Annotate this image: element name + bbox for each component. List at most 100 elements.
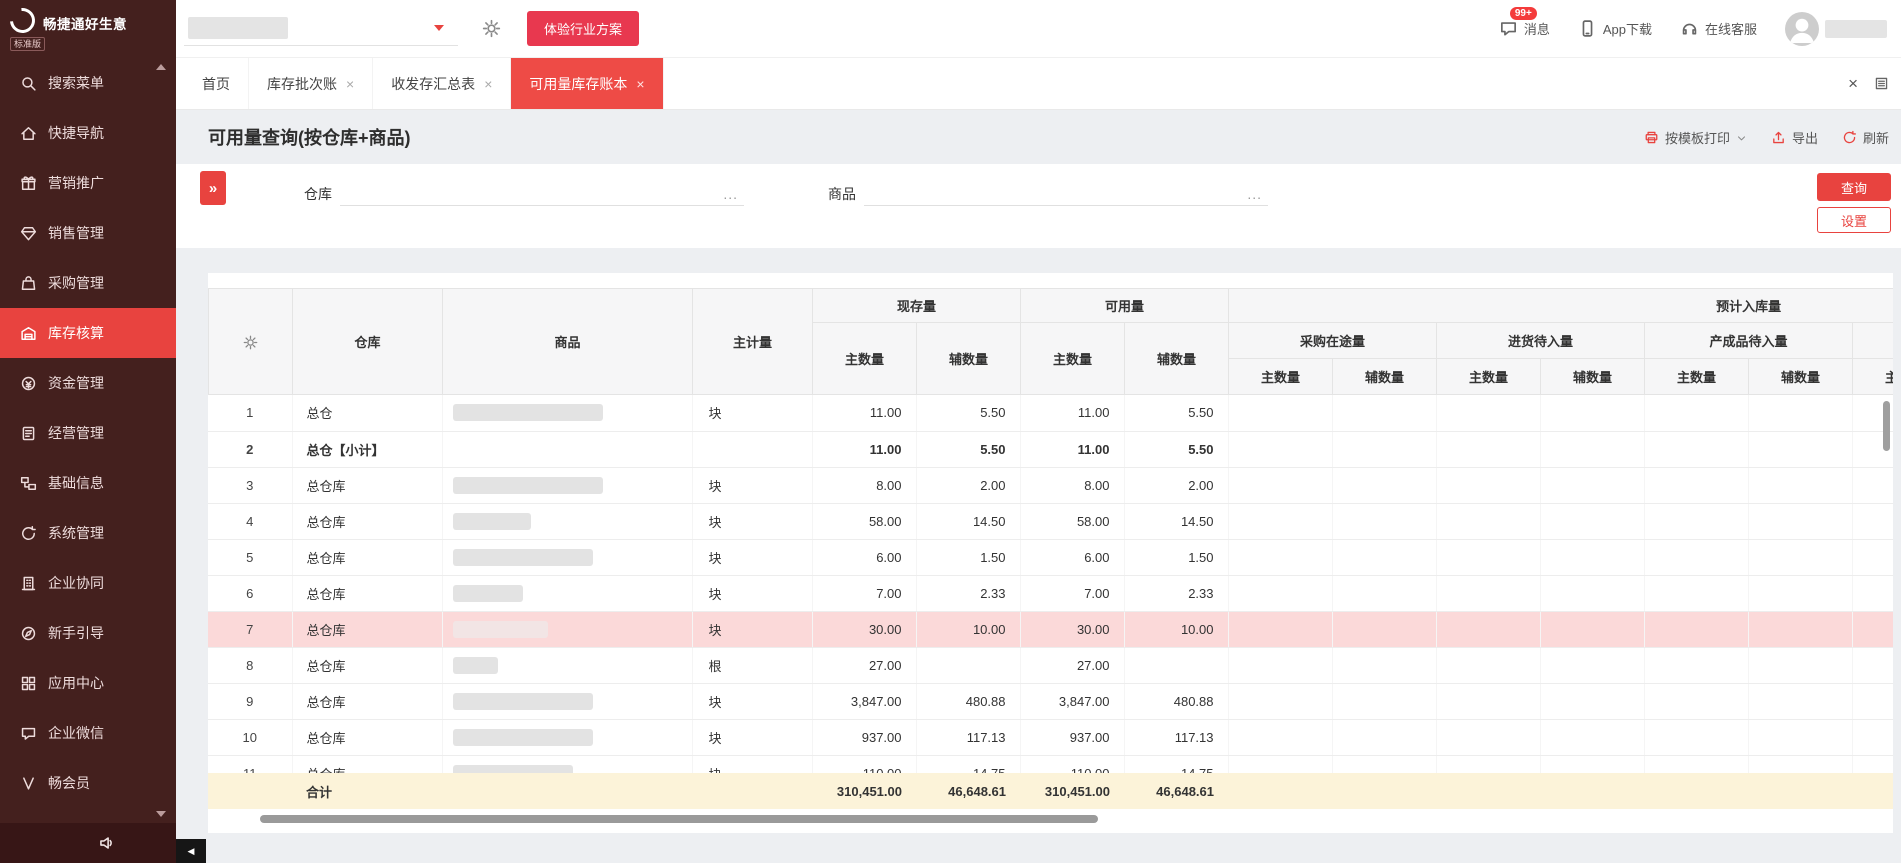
product-cell [442,539,693,576]
empty-cell [1852,683,1893,720]
settings-button[interactable]: 设置 [1817,207,1891,233]
collapse-sidebar-button[interactable]: ◀ [176,839,206,863]
total-existing-aux: 46,648.61 [916,773,1020,809]
warehouse-cell: 总仓库 [292,539,443,576]
qty-cell: 14.75 [1124,755,1229,773]
product-picker-ellipsis[interactable]: ... [1247,186,1262,202]
empty-cell [1540,755,1645,773]
refresh-button[interactable]: 刷新 [1842,128,1889,147]
qty-cell: 11.00 [1020,395,1125,432]
vertical-scrollbar-thumb[interactable] [1883,401,1890,451]
warehouse-picker-ellipsis[interactable]: ... [723,186,738,202]
tab-2[interactable]: 收发存汇总表 × [373,58,512,109]
sidebar-scroll-down-icon[interactable] [156,811,166,817]
tab-3[interactable]: 可用量库存账本 × [511,58,664,109]
gift-icon [20,175,37,192]
messages-button[interactable]: 消息 99+ [1499,5,1550,38]
sidebar-item-building[interactable]: 企业协同 [0,558,176,608]
table-row[interactable]: 4 总仓库块 58.00 14.50 58.00 14.50 [208,503,1893,540]
sidebar-scroll-up-icon[interactable] [156,64,166,70]
tab-close-icon[interactable]: × [636,75,645,92]
sidebar-item-search[interactable]: 搜索菜单 [0,58,176,108]
sidebar-item-grid[interactable]: 应用中心 [0,658,176,708]
qty-cell: 10.00 [1124,611,1229,648]
close-icon[interactable]: × [1848,74,1858,93]
speaker-icon[interactable] [98,834,116,852]
qty-cell: 10.00 [916,611,1021,648]
qty-cell: 3,847.00 [1020,683,1125,720]
user-account[interactable] [1785,11,1887,46]
sidebar-item-diamond[interactable]: 销售管理 [0,208,176,258]
empty-cell [1748,431,1853,468]
horizontal-scrollbar-thumb[interactable] [260,815,1098,823]
query-button[interactable]: 查询 [1817,173,1891,201]
table-row[interactable]: 3 总仓库块 8.00 2.00 8.00 2.00 [208,467,1893,504]
sidebar-item-label: 企业协同 [48,575,104,591]
redacted-product [452,404,603,422]
row-number: 11 [208,755,293,773]
table-row[interactable]: 7 总仓库块 30.00 10.00 30.00 10.00 [208,611,1893,648]
online-support-button[interactable]: 在线客服 [1680,19,1757,38]
table-row[interactable]: 1 总仓块 11.00 5.50 11.00 5.50 [208,395,1893,432]
sidebar-item-coin[interactable]: 资金管理 [0,358,176,408]
sidebar-item-label: 库存核算 [48,325,104,341]
table-row[interactable]: 6 总仓库块 7.00 2.33 7.00 2.33 [208,575,1893,612]
tab-home[interactable]: 首页 [184,58,249,109]
gear-icon[interactable] [482,19,501,38]
empty-cell [1852,503,1893,540]
sidebar-item-warehouse[interactable]: 库存核算 [0,308,176,358]
table-row[interactable]: 2 总仓【小计】 11.00 5.50 11.00 5.50 [208,431,1893,468]
redacted-product [452,656,498,674]
tab-bar: 首页 库存批次账 × 收发存汇总表 × 可用量库存账本 × × [176,58,1901,110]
sidebar-item-document[interactable]: 经营管理 [0,408,176,458]
filter-card: » 仓库 ... 商品 ... 查询 设置 [176,164,1901,248]
search-icon [20,75,37,92]
sidebar-item-gift[interactable]: 营销推广 [0,158,176,208]
column-settings-gear[interactable] [208,288,293,395]
row-number: 10 [208,719,293,756]
qty-cell: 1.50 [916,539,1021,576]
trial-plan-button[interactable]: 体验行业方案 [527,11,640,46]
tab-list-icon[interactable] [1874,76,1889,91]
unit-cell: 块 [692,503,813,540]
empty-cell [1540,575,1645,612]
sidebar-item-er[interactable]: 基础信息 [0,458,176,508]
sidebar-item-compass[interactable]: 新手引导 [0,608,176,658]
empty-cell [1332,395,1437,432]
redacted-product [452,512,531,530]
tab-close-icon[interactable]: × [346,75,355,92]
col-main-qty: 主数量 [1436,358,1542,395]
app-download-button[interactable]: App下载 [1578,19,1652,38]
table-row[interactable]: 9 总仓库块 3,847.00 480.88 3,847.00 480.88 [208,683,1893,720]
table-row[interactable]: 5 总仓库块 6.00 1.50 6.00 1.50 [208,539,1893,576]
table-row[interactable]: 8 总仓库根 27.00 27.00 [208,647,1893,684]
empty-cell [1540,611,1645,648]
empty-cell [1748,683,1853,720]
col-main-qty: 主数量 [1228,358,1334,395]
sidebar-item-home[interactable]: 快捷导航 [0,108,176,158]
sidebar-item-label: 搜索菜单 [48,75,104,91]
table-body-viewport[interactable]: 1 总仓块 11.00 5.50 11.00 5.50 2 总仓【小计】 11.00 5.50 11… [208,395,1893,773]
export-button[interactable]: 导出 [1771,128,1818,147]
sidebar-item-sync[interactable]: 系统管理 [0,508,176,558]
tab-close-icon[interactable]: × [484,75,493,92]
sidebar-item-chat[interactable]: 企业微信 [0,708,176,758]
print-by-template-button[interactable]: 按模板打印 [1644,128,1747,147]
product-filter-input[interactable]: ... [864,174,1268,206]
unit-cell: 块 [692,611,813,648]
sidebar-item-vip[interactable]: 畅会员 [0,758,176,808]
subgroup-finished-pending: 产成品待入量 [1644,322,1854,359]
sidebar-item-label: 营销推广 [48,175,104,191]
totals-label: 合计 [292,773,442,809]
qty-cell: 30.00 [1020,611,1125,648]
row-number: 7 [208,611,293,648]
table-row[interactable]: 10 总仓库块 937.00 117.13 937.00 117.13 [208,719,1893,756]
expand-filters-button[interactable]: » [200,171,226,205]
org-select[interactable] [184,12,458,46]
warehouse-filter-input[interactable]: ... [340,174,744,206]
tab-1[interactable]: 库存批次账 × [249,58,374,109]
sidebar-item-label: 畅会员 [48,775,90,791]
empty-cell [1228,539,1333,576]
sidebar-item-bag[interactable]: 采购管理 [0,258,176,308]
